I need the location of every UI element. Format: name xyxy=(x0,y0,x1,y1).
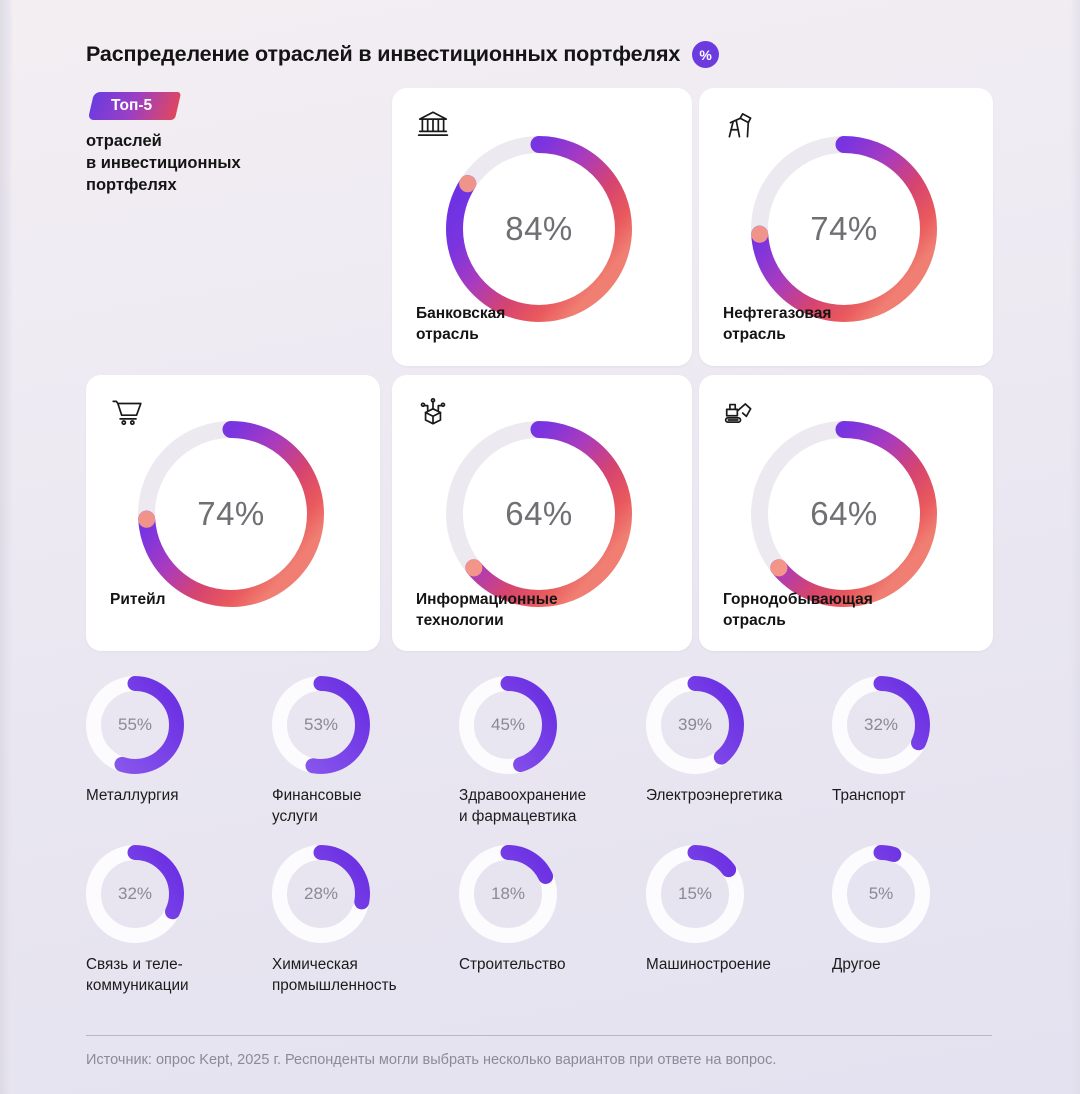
top5-badge-label: Топ-5 xyxy=(111,97,153,114)
card-label-line-1: Нефтегазовая xyxy=(723,305,832,322)
donut-value: 53% xyxy=(303,715,339,734)
secondary-donut-label: Химическая промышленность xyxy=(272,956,397,995)
footer-divider xyxy=(86,1035,992,1036)
secondary-donut-label: Металлургия xyxy=(86,787,179,804)
donut-chart-small: 18% xyxy=(459,845,557,943)
industry-card[interactable]: 74% Нефтегазовая отрасль xyxy=(699,88,993,366)
card-label: Горнодобывающая отрасль xyxy=(723,590,873,632)
secondary-donut-label: Строительство xyxy=(459,956,566,973)
donut-value: 15% xyxy=(677,884,713,903)
secondary-donut-item[interactable]: 32% Связь и теле- коммуникации xyxy=(86,845,261,996)
card-label: Нефтегазовая отрасль xyxy=(723,304,831,346)
infographic-root: Распределение отраслей в инвестиционных … xyxy=(86,0,994,1094)
page-title: Распределение отраслей в инвестиционных … xyxy=(86,42,681,66)
intro-text: отраслей в инвестиционных портфелях xyxy=(86,131,366,197)
source-note: Источник: опрос Kept, 2025 г. Респондент… xyxy=(86,1052,777,1068)
secondary-donut-label: Другое xyxy=(832,956,881,973)
donut-chart: 64% xyxy=(446,421,632,607)
card-label: Банковская отрасль xyxy=(416,304,505,346)
donut-chart-small: 53% xyxy=(272,676,370,774)
donut-chart: 64% xyxy=(751,421,937,607)
secondary-donut-label: Финансовые услуги xyxy=(272,787,362,826)
donut-chart-small: 32% xyxy=(86,845,184,943)
intro-line-1: отраслей xyxy=(86,132,162,150)
card-label-line-1: Банковская xyxy=(416,305,506,322)
donut-value: 5% xyxy=(868,884,894,903)
donut-value: 28% xyxy=(303,884,339,903)
card-label-line-2: технологии xyxy=(416,611,504,629)
secondary-donut-item[interactable]: 55% Металлургия xyxy=(86,676,261,806)
secondary-donut-item[interactable]: 28% Химическая промышленность xyxy=(272,845,447,996)
donut-value: 74% xyxy=(810,210,878,247)
donut-chart-small: 45% xyxy=(459,676,557,774)
page-header: Распределение отраслей в инвестиционных … xyxy=(86,41,720,68)
donut-chart-small: 32% xyxy=(832,676,930,774)
donut-value: 39% xyxy=(677,715,713,734)
intro-line-3: портфелях xyxy=(86,175,177,194)
donut-chart-small: 5% xyxy=(832,845,930,943)
secondary-donut-item[interactable]: 15% Машиностроение xyxy=(646,845,821,975)
secondary-donut-item[interactable]: 5% Другое xyxy=(832,845,1007,975)
card-label: Информационные технологии xyxy=(416,590,558,632)
intro-line-2: в инвестиционных xyxy=(86,153,241,172)
secondary-donut-label: Транспорт xyxy=(832,787,906,804)
page-left-edge xyxy=(0,0,13,1094)
industry-card[interactable]: 74% Ритейл xyxy=(86,375,380,651)
secondary-donut-item[interactable]: 39% Электроэнергетика xyxy=(646,676,821,806)
secondary-donut-item[interactable]: 45% Здравоохранение и фармацевтика xyxy=(459,676,634,827)
secondary-donut-item[interactable]: 53% Финансовые услуги xyxy=(272,676,447,827)
excavator-icon xyxy=(723,395,757,429)
card-label-line-2: отрасль xyxy=(723,611,786,629)
donut-chart-small: 15% xyxy=(646,845,744,943)
donut-value: 18% xyxy=(490,884,526,903)
card-label-line-1: Информационные xyxy=(416,591,558,608)
card-label-line-1: Горнодобывающая xyxy=(723,591,873,608)
page-right-edge xyxy=(1070,0,1080,1094)
secondary-donut-label: Машиностроение xyxy=(646,956,771,973)
oil-pumpjack-icon xyxy=(723,108,757,142)
secondary-donut-label: Электроэнергетика xyxy=(646,787,783,804)
donut-value: 45% xyxy=(490,715,526,734)
intro-block: Топ-5 отраслей в инвестиционных портфеля… xyxy=(86,92,366,197)
donut-value: 64% xyxy=(505,495,573,532)
secondary-donut-label: Здравоохранение и фармацевтика xyxy=(459,787,587,826)
tech-cube-icon xyxy=(416,395,450,429)
card-label-line-2: отрасль xyxy=(723,325,786,343)
industry-card[interactable]: 64% Горнодобывающая отрасль xyxy=(699,375,993,651)
donut-chart: 84% xyxy=(446,136,632,322)
donut-chart: 74% xyxy=(751,136,937,322)
secondary-donut-item[interactable]: 18% Строительство xyxy=(459,845,634,975)
top5-badge: Топ-5 xyxy=(87,92,182,120)
card-label-line-2: отрасль xyxy=(416,325,479,343)
industry-card[interactable]: 64% Информационные технологии xyxy=(392,375,692,651)
donut-chart: 74% xyxy=(138,421,324,607)
bank-icon xyxy=(416,108,450,142)
donut-value: 32% xyxy=(117,884,153,903)
donut-chart-small: 28% xyxy=(272,845,370,943)
secondary-donut-label: Связь и теле- коммуникации xyxy=(86,956,189,995)
donut-value: 32% xyxy=(863,715,899,734)
donut-value: 74% xyxy=(197,495,265,532)
donut-value: 84% xyxy=(505,210,573,247)
donut-chart-small: 55% xyxy=(86,676,184,774)
donut-chart-small: 39% xyxy=(646,676,744,774)
percent-icon: % xyxy=(692,41,720,68)
secondary-donut-item[interactable]: 32% Транспорт xyxy=(832,676,1007,806)
donut-value: 64% xyxy=(810,495,878,532)
shopping-cart-icon xyxy=(110,395,144,429)
card-label-line-1: Ритейл xyxy=(110,591,166,608)
donut-value: 55% xyxy=(117,715,153,734)
card-label: Ритейл xyxy=(110,590,165,611)
industry-card[interactable]: 84% Банковская отрасль xyxy=(392,88,692,366)
